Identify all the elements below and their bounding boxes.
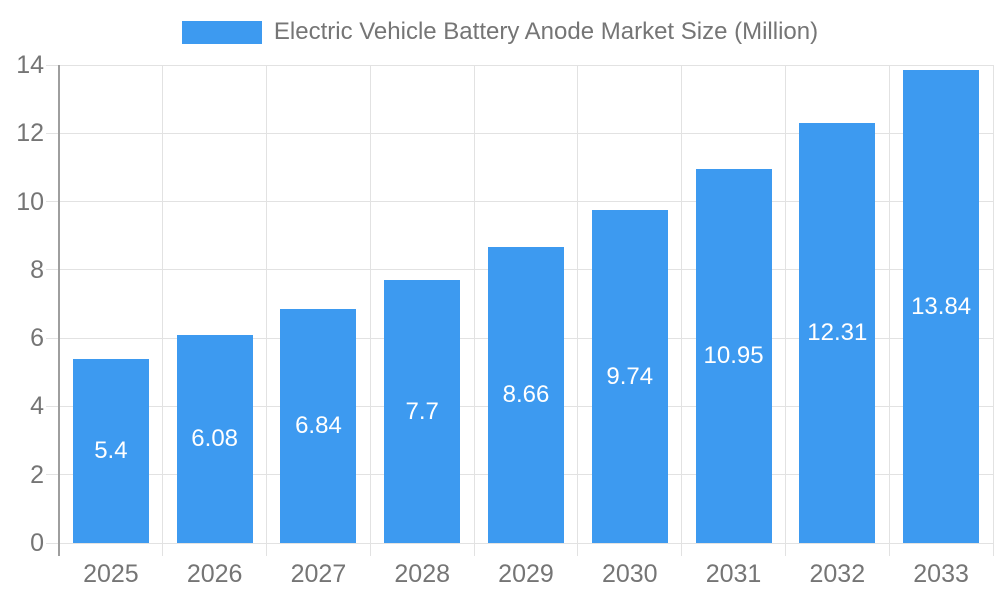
gridline-x-boundary-7 (784, 65, 786, 556)
x-tick-label-2031: 2031 (705, 560, 762, 588)
gridline-x-boundary-9 (992, 65, 994, 556)
y-tick-label-6: 6 (30, 324, 44, 353)
gridline-x-boundary-3 (369, 65, 371, 556)
gridline-x-boundary-4 (473, 65, 475, 556)
legend-label: Electric Vehicle Battery Anode Market Si… (273, 18, 819, 45)
legend-swatch (181, 20, 262, 44)
bar-value-label-2028: 7.7 (405, 397, 439, 425)
x-tick-label-2033: 2033 (913, 560, 969, 588)
bar-value-label-2032: 12.31 (807, 318, 868, 346)
y-tick-label-8: 8 (30, 255, 44, 284)
gridline-x-boundary-5 (577, 65, 579, 556)
x-tick-label-2027: 2027 (290, 560, 347, 588)
bar-value-label-2026: 6.08 (191, 425, 239, 453)
y-axis-line (58, 65, 60, 556)
gridline-y-12 (46, 132, 993, 134)
bar-2027: 6.84 (280, 309, 357, 543)
x-tick-label-2032: 2032 (809, 560, 866, 588)
gridline-y-10 (46, 201, 993, 203)
gridline-y-14 (46, 64, 993, 66)
bar-2032: 12.31 (799, 122, 876, 543)
chart-legend[interactable]: Electric Vehicle Battery Anode Market Si… (0, 18, 1000, 45)
gridline-x-boundary-8 (888, 65, 890, 556)
y-tick-label-10: 10 (16, 187, 44, 216)
x-tick-label-2030: 2030 (601, 560, 658, 588)
bar-value-label-2031: 10.95 (703, 342, 764, 370)
bar-2025: 5.4 (72, 358, 149, 543)
gridline-x-boundary-6 (681, 65, 683, 556)
bar-value-label-2030: 9.74 (606, 362, 654, 390)
gridline-x-boundary-2 (266, 65, 268, 556)
y-tick-label-0: 0 (30, 529, 44, 557)
x-tick-label-2026: 2026 (186, 560, 243, 588)
bar-value-label-2033: 13.84 (911, 292, 972, 320)
bar-2031: 10.95 (695, 169, 772, 543)
y-tick-label-4: 4 (30, 392, 44, 421)
bar-2026: 6.08 (176, 335, 253, 543)
bar-2030: 9.74 (591, 210, 668, 543)
y-tick-label-12: 12 (16, 119, 44, 148)
y-tick-label-14: 14 (16, 51, 44, 79)
y-tick-label-2: 2 (30, 460, 44, 489)
bar-2033: 13.84 (903, 70, 980, 543)
bar-value-label-2029: 8.66 (502, 381, 550, 409)
bar-2029: 8.66 (488, 247, 564, 543)
bar-value-label-2027: 6.84 (295, 412, 342, 440)
gridline-y-0 (46, 542, 993, 544)
bar-value-label-2025: 5.4 (94, 436, 128, 464)
x-tick-label-2029: 2029 (498, 560, 554, 588)
x-tick-label-2025: 2025 (83, 560, 139, 588)
x-tick-label-2028: 2028 (394, 560, 451, 588)
gridline-x-boundary-1 (162, 65, 164, 556)
bar-2028: 7.7 (384, 280, 461, 543)
